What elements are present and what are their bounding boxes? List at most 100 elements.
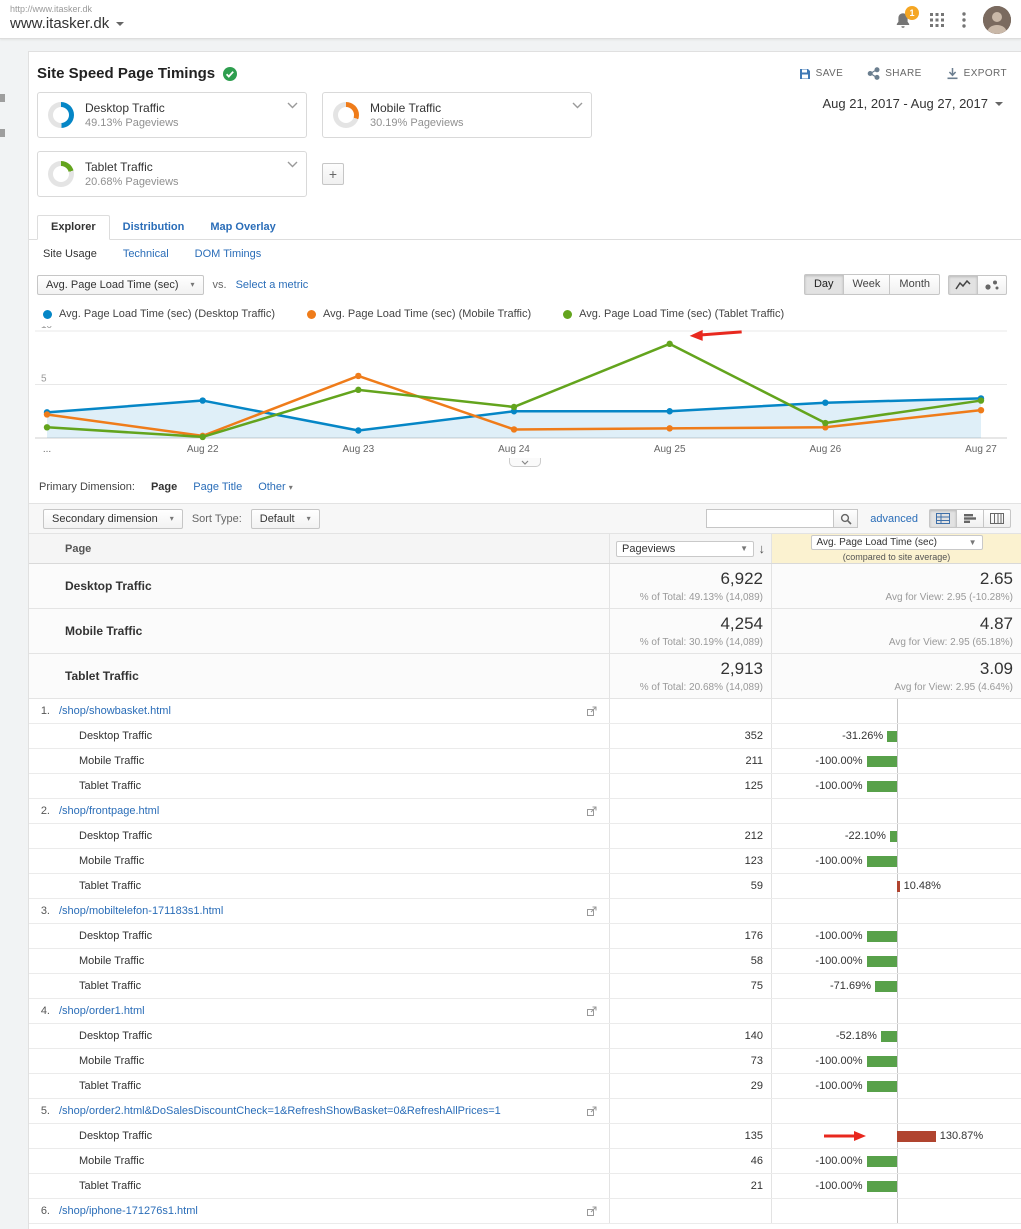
svg-text:Aug 22: Aug 22 [187, 444, 219, 455]
share-button[interactable]: SHARE [867, 67, 921, 80]
legend-dot [563, 309, 573, 319]
subtab-site-usage[interactable]: Site Usage [43, 248, 97, 260]
comparison-axis [896, 924, 898, 948]
comparison-metric-select[interactable]: Avg. Page Load Time (sec) ▼ [810, 535, 983, 550]
page-url-link[interactable]: /shop/showbasket.html [59, 705, 171, 717]
comparison-bar-group: -31.26% [842, 724, 897, 748]
row-number-cell [29, 949, 55, 973]
search-button[interactable] [833, 509, 859, 528]
tab-distribution[interactable]: Distribution [122, 221, 185, 233]
summary-segment-name: Mobile Traffic [65, 624, 143, 638]
row-number-cell [29, 1074, 55, 1098]
metric-select[interactable]: Avg. Page Load Time (sec) ▾ [37, 274, 204, 295]
dimension-other[interactable]: Other ▾ [258, 481, 293, 493]
pageviews-total: 6,922 [720, 569, 763, 588]
segment-pageviews: 75 [609, 974, 771, 998]
legend-item-0[interactable]: Avg. Page Load Time (sec) (Desktop Traff… [43, 308, 275, 320]
page-url-link[interactable]: /shop/frontpage.html [59, 805, 160, 817]
open-page-icon[interactable] [586, 1006, 597, 1017]
granularity-week[interactable]: Week [842, 274, 891, 295]
chevron-down-icon: ▾ [169, 514, 174, 523]
notifications-button[interactable]: 1 [894, 5, 919, 30]
page-url-link[interactable]: /shop/mobiltelefon-171183s1.html [59, 905, 224, 917]
page-url-link[interactable]: /shop/order1.html [59, 1005, 145, 1017]
sort-descending-icon[interactable]: ↓ [758, 541, 766, 556]
segment-card-tablet-traffic[interactable]: Tablet Traffic 20.68% Pageviews [37, 151, 307, 197]
add-segment-button[interactable]: + [322, 163, 344, 185]
comparison-axis [896, 1074, 898, 1098]
comparison-bar-group: -52.18% [836, 1024, 897, 1048]
segment-card-mobile-traffic[interactable]: Mobile Traffic 30.19% Pageviews [322, 92, 592, 138]
motion-chart-toggle[interactable] [977, 274, 1007, 295]
open-page-icon[interactable] [586, 806, 597, 817]
search-input[interactable] [706, 509, 835, 528]
open-page-icon[interactable] [586, 706, 597, 717]
overflow-menu-button[interactable] [962, 12, 966, 28]
page-url-link[interactable]: /shop/iphone-171276s1.html [59, 1205, 198, 1217]
tab-explorer[interactable]: Explorer [37, 215, 110, 240]
open-page-icon[interactable] [586, 1106, 597, 1117]
row-number-cell [29, 724, 55, 748]
export-button[interactable]: EXPORT [946, 67, 1007, 80]
comparison-axis [896, 949, 898, 973]
subtab-technical[interactable]: Technical [122, 248, 169, 260]
pageviews-cell [609, 1199, 771, 1223]
metric-group-tabs: Site Usage Technical DOM Timings [29, 240, 1021, 267]
legend-item-2[interactable]: Avg. Page Load Time (sec) (Tablet Traffi… [563, 308, 784, 320]
advanced-link[interactable]: advanced [870, 512, 918, 525]
apps-grid-button[interactable] [929, 12, 945, 28]
segment-comparison-cell: -71.69% [771, 974, 1021, 998]
chart-drawer-handle[interactable] [509, 458, 541, 467]
page-url-link[interactable]: /shop/order2.html&DoSalesDiscountCheck=1… [59, 1105, 501, 1117]
granularity-month[interactable]: Month [889, 274, 940, 295]
pivot-view-button[interactable] [983, 509, 1011, 528]
segment-comparison-cell: -100.00% [771, 949, 1021, 973]
segment-comparison-cell: -100.00% [771, 1149, 1021, 1173]
dimension-page-title[interactable]: Page Title [193, 481, 243, 493]
comparison-bar-group: -22.10% [845, 824, 897, 848]
svg-text:10: 10 [41, 326, 53, 331]
secondary-dimension-button[interactable]: Secondary dimension ▾ [43, 508, 183, 529]
segment-name: Mobile Traffic [79, 1055, 145, 1067]
line-chart-toggle[interactable] [948, 274, 978, 295]
segment-cards: Desktop Traffic 49.13% Pageviews Mobile Tr… [37, 92, 677, 197]
account-name: www.itasker.dk [10, 15, 110, 32]
comparison-value: -100.00% [815, 755, 863, 767]
segment-row-desktop-traffic: Desktop Traffic 176 -100.00% [29, 924, 1021, 949]
date-range-selector[interactable]: Aug 21, 2017 - Aug 27, 2017 [822, 96, 1003, 111]
metric-cell [771, 999, 1021, 1023]
chevron-down-icon [116, 21, 125, 26]
comparison-bar [866, 855, 897, 867]
avatar[interactable] [983, 6, 1011, 34]
segment-card-desktop-traffic[interactable]: Desktop Traffic 49.13% Pageviews [37, 92, 307, 138]
page-background: Site Speed Page Timings SAVE [0, 39, 1021, 1229]
timeseries-chart[interactable]: 5 10... Aug 22 Aug 23 Aug 24 Aug 25 Aug 26 Aug … [29, 320, 1021, 467]
column-header-page[interactable]: Page [65, 542, 92, 555]
segment-name: Tablet Traffic [79, 880, 142, 892]
donut-hole [53, 107, 69, 123]
select-a-metric-link[interactable]: Select a metric [235, 278, 309, 291]
granularity-day[interactable]: Day [803, 274, 844, 295]
row-number: 2. [40, 805, 50, 817]
chevron-down-icon [521, 460, 529, 465]
account-selector[interactable]: www.itasker.dk [10, 15, 1021, 32]
granularity-buttons: Day Week Month [803, 274, 940, 295]
legend-item-1[interactable]: Avg. Page Load Time (sec) (Mobile Traffi… [307, 308, 531, 320]
dimension-page[interactable]: Page [150, 481, 178, 493]
comparison-bar-group: 130.87% [896, 1124, 983, 1148]
segment-name: Tablet Traffic [79, 1180, 142, 1192]
save-button[interactable]: SAVE [799, 67, 844, 80]
page-url-cell: /shop/mobiltelefon-171183s1.html [55, 899, 609, 923]
data-table-view-button[interactable] [929, 509, 957, 528]
tab-map-overlay[interactable]: Map Overlay [210, 221, 276, 233]
open-page-icon[interactable] [586, 906, 597, 917]
avatar-photo [983, 6, 1011, 34]
sort-type-button[interactable]: Default ▾ [250, 508, 320, 529]
comparison-axis [896, 899, 898, 923]
chevron-down-icon [287, 161, 298, 168]
segment-row-desktop-traffic: Desktop Traffic 135 130.87% [29, 1124, 1021, 1149]
comparison-view-button[interactable] [956, 509, 984, 528]
open-page-icon[interactable] [586, 1206, 597, 1217]
pageviews-metric-select[interactable]: Pageviews ▼ [616, 540, 754, 557]
subtab-dom-timings[interactable]: DOM Timings [194, 248, 262, 260]
